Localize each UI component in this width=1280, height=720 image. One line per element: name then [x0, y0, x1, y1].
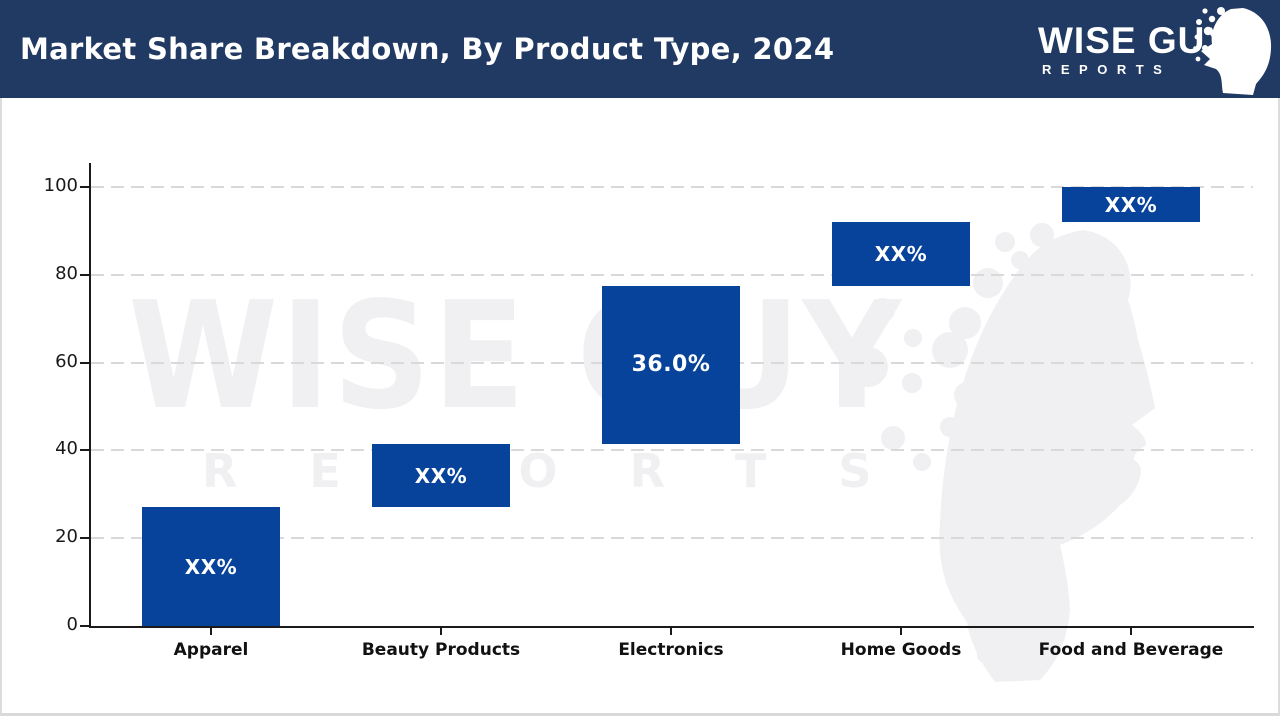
bar-value-label: 36.0% — [631, 352, 711, 378]
category-label-3: Home Goods — [840, 640, 962, 660]
gridline-20 — [91, 537, 1253, 540]
y-tick-mark-100 — [80, 186, 89, 188]
y-tick-mark-0 — [80, 625, 89, 627]
bar-electronics: 36.0% — [602, 285, 740, 444]
category-label-4: Food and Beverage — [1038, 640, 1224, 660]
gridline-40 — [91, 449, 1253, 452]
y-tick-label-60: 60 — [55, 350, 78, 372]
category-label-0: Apparel — [173, 640, 249, 660]
bar-apparel: XX% — [142, 507, 280, 626]
bar-value-label: XX% — [184, 554, 238, 579]
brand-logo-subtitle: REPORTS — [1042, 62, 1172, 77]
x-tick-mark-4 — [1130, 628, 1132, 635]
category-label-1: Beauty Products — [361, 640, 521, 660]
watermark-subtext: REPORTS — [202, 444, 944, 498]
y-tick-mark-20 — [80, 537, 89, 540]
y-tick-mark-60 — [80, 361, 89, 364]
header-bar: Market Share Breakdown, By Product Type,… — [0, 0, 1280, 98]
y-tick-label-20: 20 — [55, 526, 78, 548]
y-tick-label-80: 80 — [55, 262, 78, 284]
gridline-80 — [91, 273, 1253, 276]
bar-food-and-beverage: XX% — [1062, 187, 1200, 223]
brand-logo-name: WISE GUY — [1038, 20, 1232, 61]
x-tick-mark-1 — [440, 628, 442, 635]
y-tick-label-40: 40 — [55, 438, 78, 460]
y-tick-label-100: 100 — [43, 175, 78, 196]
bar-value-label: XX% — [414, 463, 468, 488]
y-axis-spine — [89, 163, 91, 628]
gridline-100 — [91, 186, 1253, 188]
bar-value-label: XX% — [874, 241, 928, 266]
chart-title: Market Share Breakdown, By Product Type,… — [20, 32, 835, 66]
brand-head-icon — [1193, 7, 1272, 95]
x-tick-mark-0 — [210, 628, 212, 635]
x-tick-mark-3 — [900, 628, 902, 635]
y-tick-mark-80 — [80, 273, 89, 276]
bar-value-label: XX% — [1104, 192, 1158, 217]
watermark-head-icon — [848, 223, 1155, 682]
brand-logo: WISE GUY REPORTS — [1038, 22, 1273, 92]
bar-home-goods: XX% — [832, 222, 970, 286]
x-axis-spine — [89, 626, 1254, 628]
category-label-2: Electronics — [618, 640, 724, 660]
x-tick-mark-2 — [670, 628, 672, 635]
y-tick-label-0: 0 — [66, 614, 78, 635]
bar-beauty-products: XX% — [372, 443, 510, 508]
watermark-text: WISE GUY — [128, 270, 903, 442]
y-tick-mark-40 — [80, 449, 89, 452]
